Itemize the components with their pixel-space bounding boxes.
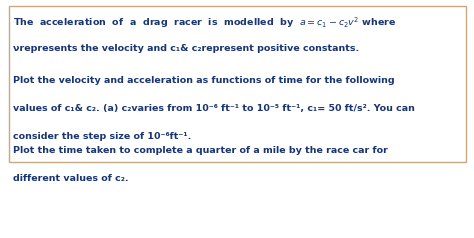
Text: different values of c₂.: different values of c₂. (13, 174, 129, 183)
Text: Plot the velocity and acceleration as functions of time for the following: Plot the velocity and acceleration as fu… (13, 76, 395, 85)
Text: νrepresents the velocity and c₁& c₂represent positive constants.: νrepresents the velocity and c₁& c₂repre… (13, 44, 359, 53)
Text: The  acceleration  of  a  drag  racer  is  modelled  by  $a = c_1 - c_2v^2$ wher: The acceleration of a drag racer is mode… (13, 15, 396, 30)
Text: Plot the time taken to complete a quarter of a mile by the race car for: Plot the time taken to complete a quarte… (13, 146, 388, 155)
FancyBboxPatch shape (9, 6, 466, 162)
Text: consider the step size of 10⁻⁶ft⁻¹.: consider the step size of 10⁻⁶ft⁻¹. (13, 132, 191, 141)
Text: values of c₁& c₂. (a) c₂varies from 10⁻⁶ ft⁻¹ to 10⁻⁵ ft⁻¹, c₁= 50 ft/s². You ca: values of c₁& c₂. (a) c₂varies from 10⁻⁶… (13, 104, 415, 113)
